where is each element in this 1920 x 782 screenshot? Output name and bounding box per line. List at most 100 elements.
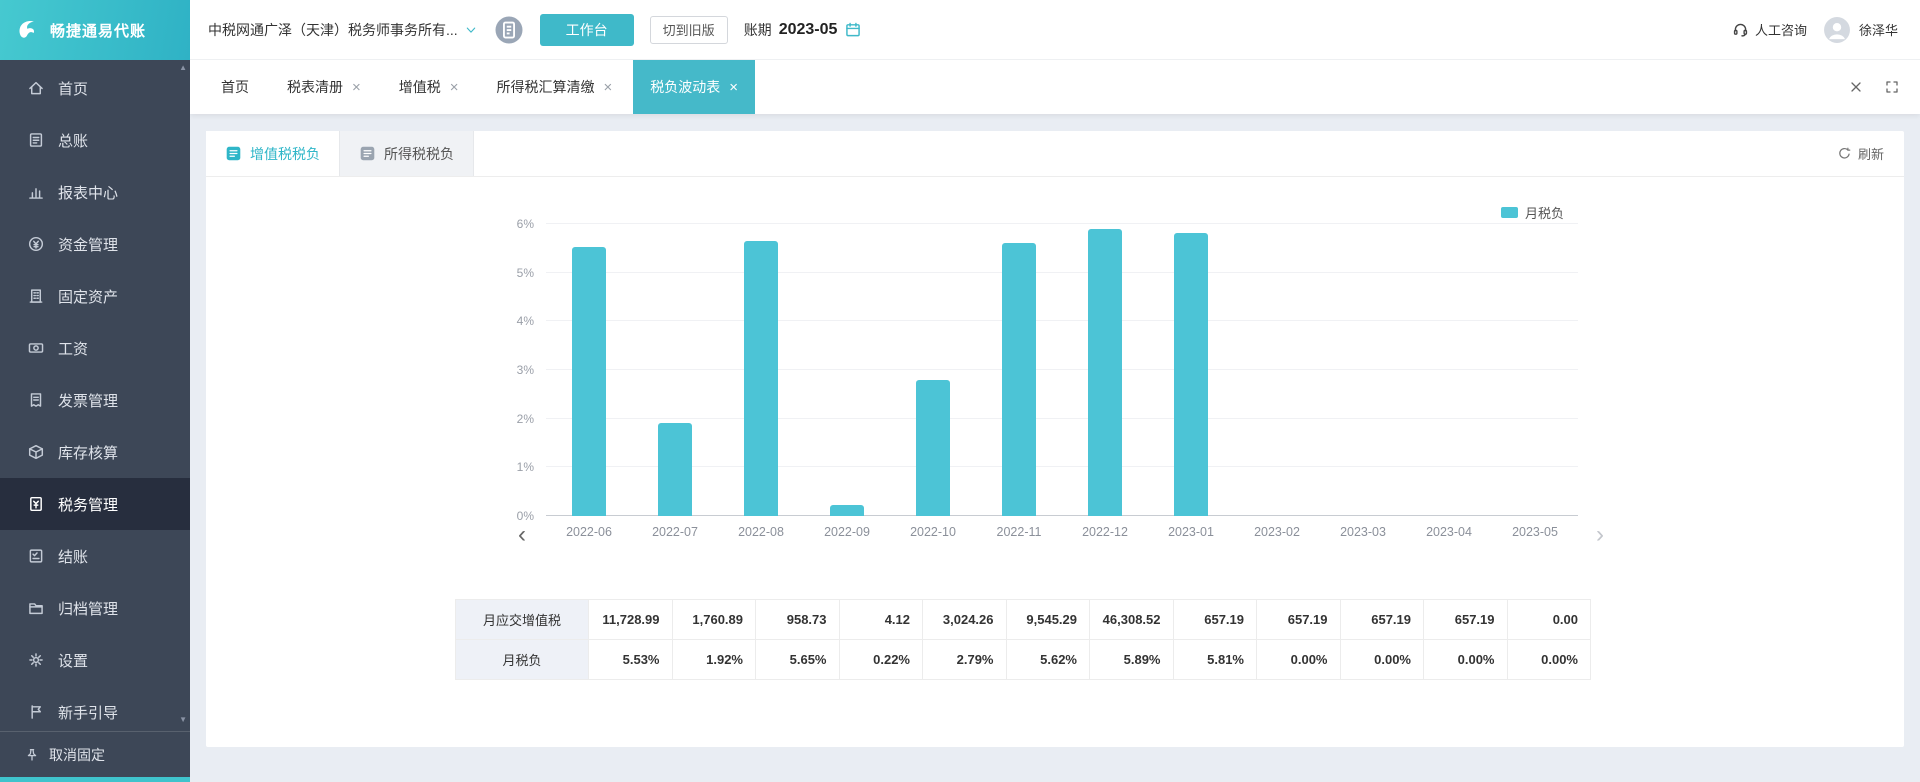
content-tab-income-tax-burden[interactable]: 所得税税负 [340, 131, 474, 176]
home-icon [27, 79, 45, 97]
sidebar-item-reports[interactable]: 报表中心 [0, 166, 190, 218]
bar-2022-06[interactable] [572, 246, 606, 516]
bar-slot [632, 224, 718, 516]
x-tick-label: 2022-09 [824, 525, 870, 539]
tax-burden-card: 增值税税负 所得税税负 刷新 月税负 0% 1% 2% 3% 4% 5% 6% 2022-06… [206, 131, 1904, 747]
bar-slot [546, 224, 632, 516]
tab-bar-tools [1828, 60, 1920, 114]
sidebar-scroll-up[interactable]: ▲ [179, 63, 187, 72]
sidebar-item-tax[interactable]: 税务管理 [0, 478, 190, 530]
close-tab-icon[interactable] [1848, 79, 1864, 95]
sidebar-item-inventory[interactable]: 库存核算 [0, 426, 190, 478]
table-cell: 0.00 [1506, 599, 1591, 640]
table-cell: 657.19 [1172, 599, 1257, 640]
tax-table-wrap: 月应交增值税 11,728.99 1,760.89 958.73 4.12 3,024.2… [455, 599, 1904, 680]
tax-burden-chart: 月税负 0% 1% 2% 3% 4% 5% 6% 2022-06 2022-07 2022-08… [206, 177, 1904, 559]
y-tick-label: 3% [516, 363, 534, 377]
tab-close-icon[interactable]: × [449, 78, 459, 96]
tab-close-icon[interactable]: × [603, 78, 613, 96]
table-cell: 657.19 [1256, 599, 1341, 640]
table-cell: 657.19 [1423, 599, 1508, 640]
tab-vat[interactable]: 增值税 × [382, 60, 476, 114]
calendar-icon[interactable] [844, 21, 862, 39]
bar-slot [718, 224, 804, 516]
y-tick-label: 1% [516, 460, 534, 475]
sidebar-item-label: 发票管理 [58, 392, 119, 410]
settings-icon [27, 651, 45, 669]
bar-2022-09[interactable] [830, 505, 864, 516]
user-menu[interactable]: 徐泽华 [1823, 16, 1898, 44]
sidebar-item-settle[interactable]: 结账 [0, 530, 190, 582]
unpin-sidebar-button[interactable]: 取消固定 [0, 731, 190, 777]
content-tab-strip: 增值税税负 所得税税负 刷新 [206, 131, 1904, 177]
fullscreen-icon[interactable] [1884, 79, 1900, 95]
doc-badge-icon [225, 145, 242, 162]
switch-old-version-button[interactable]: 切到旧版 [649, 15, 728, 44]
company-selector[interactable]: 中税网通广泽（天津）税务师事务所有... [208, 20, 478, 40]
sidebar-item-funds[interactable]: 资金管理 [0, 218, 190, 270]
bar-2022-08[interactable] [744, 241, 778, 516]
sidebar-item-archive[interactable]: 归档管理 [0, 582, 190, 634]
bar-2023-01[interactable] [1174, 233, 1208, 516]
sidebar-item-label: 结账 [58, 548, 89, 566]
table-cell: 46,308.52 [1089, 599, 1174, 640]
x-tick-label: 2023-03 [1340, 525, 1386, 539]
table-cell: 0.00% [1423, 639, 1508, 680]
sidebar-item-label: 设置 [58, 652, 89, 670]
brand-area: 畅捷通易代账 [0, 0, 190, 60]
sidebar-item-label: 总账 [58, 132, 89, 150]
sidebar-item-ledger[interactable]: 总账 [0, 114, 190, 166]
refresh-button[interactable]: 刷新 [1837, 131, 1904, 176]
tab-tax-fluctuation[interactable]: 税负波动表 × [633, 60, 756, 114]
content-tab-vat-burden[interactable]: 增值税税负 [206, 131, 340, 176]
support-link[interactable]: 人工咨询 [1732, 20, 1807, 39]
bar-series [546, 224, 1578, 516]
period-value[interactable]: 2023-05 [778, 20, 838, 38]
tax-icon [27, 495, 45, 513]
sidebar-item-invoice[interactable]: 发票管理 [0, 374, 190, 426]
tab-close-icon[interactable]: × [729, 78, 739, 96]
sidebar-item-home[interactable]: 首页 [0, 62, 190, 114]
workbench-button[interactable]: 工作台 [539, 13, 634, 46]
tab-close-icon[interactable]: × [352, 78, 361, 96]
sidebar-item-salary[interactable]: 工资 [0, 322, 190, 374]
sidebar-item-label: 固定资产 [58, 288, 119, 306]
tab-home[interactable]: 首页 [204, 60, 266, 114]
tab-income-tax-settlement[interactable]: 所得税汇算清缴 × [480, 60, 630, 114]
sidebar-item-label: 资金管理 [58, 236, 119, 254]
chart-next-button[interactable]: › [1596, 521, 1604, 548]
assets-icon [27, 287, 45, 305]
sidebar-item-assets[interactable]: 固定资产 [0, 270, 190, 322]
support-label: 人工咨询 [1754, 23, 1807, 38]
gridline [546, 515, 1578, 516]
x-tick-label: 2022-07 [652, 525, 698, 539]
top-header: 中税网通广泽（天津）税务师事务所有... 工作台 切到旧版 账期 2023-05… [190, 0, 1920, 60]
brand-name: 畅捷通易代账 [50, 22, 147, 40]
bar-2022-07[interactable] [658, 422, 692, 516]
refresh-label: 刷新 [1857, 147, 1884, 162]
tab-label: 所得税汇算清缴 [496, 79, 595, 95]
chart-prev-button[interactable]: ‹ [518, 521, 526, 548]
table-cell: 5.89% [1089, 639, 1174, 680]
bar-2022-12[interactable] [1088, 229, 1122, 516]
sidebar-item-settings[interactable]: 设置 [0, 634, 190, 686]
sidebar-scroll-down[interactable]: ▼ [179, 715, 187, 724]
tab-tax-register[interactable]: 税表清册 × [270, 60, 378, 114]
sidebar-item-label: 库存核算 [58, 444, 119, 462]
guide-icon [27, 703, 45, 721]
x-tick-label: 2023-05 [1512, 525, 1558, 539]
x-tick-label: 2022-06 [566, 525, 612, 539]
bar-slot [1234, 224, 1320, 516]
invoice-icon [27, 391, 45, 409]
clipboard-icon[interactable] [494, 15, 524, 45]
bar-slot [976, 224, 1062, 516]
username: 徐泽华 [1858, 23, 1898, 38]
sidebar-item-label: 新手引导 [58, 704, 119, 722]
y-tick-label: 6% [516, 217, 534, 231]
bar-2022-11[interactable] [1002, 242, 1036, 516]
sidebar-item-label: 工资 [58, 340, 89, 358]
bar-2022-10[interactable] [916, 380, 950, 516]
sidebar-item-guide[interactable]: 新手引导 [0, 686, 190, 726]
accounting-period: 账期 2023-05 [744, 20, 863, 40]
